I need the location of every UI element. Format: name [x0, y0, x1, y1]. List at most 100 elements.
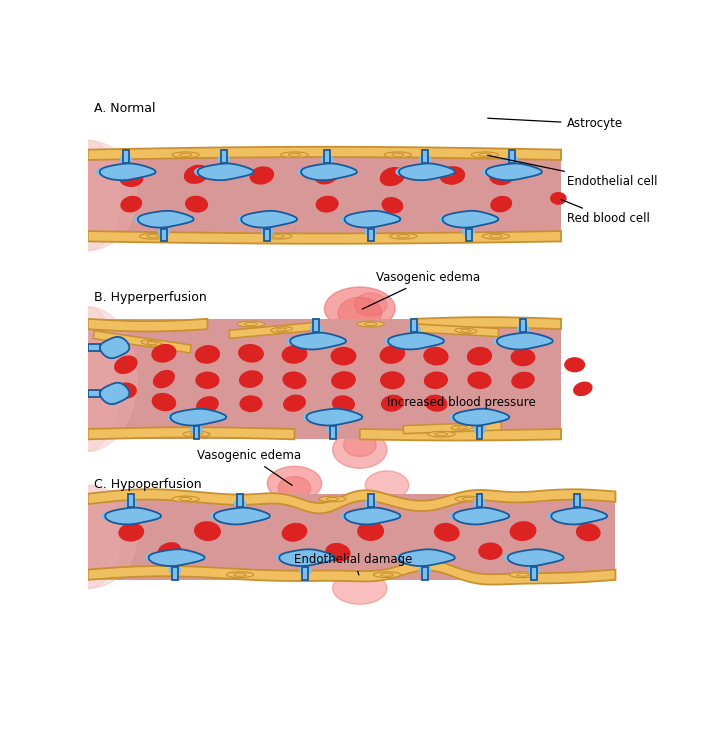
Ellipse shape [135, 215, 149, 223]
Ellipse shape [385, 337, 399, 345]
Ellipse shape [152, 393, 176, 410]
Ellipse shape [440, 554, 454, 561]
Ellipse shape [116, 383, 136, 398]
Ellipse shape [277, 554, 290, 561]
PathPatch shape [88, 489, 616, 513]
Ellipse shape [121, 155, 131, 164]
Text: A. Normal: A. Normal [94, 102, 156, 115]
Ellipse shape [565, 358, 585, 372]
Ellipse shape [425, 372, 447, 388]
Ellipse shape [237, 321, 265, 327]
PathPatch shape [88, 150, 561, 241]
Ellipse shape [510, 522, 536, 540]
Ellipse shape [468, 347, 491, 365]
Ellipse shape [347, 413, 362, 421]
Ellipse shape [511, 349, 535, 366]
Ellipse shape [365, 227, 376, 235]
Ellipse shape [284, 396, 305, 411]
Ellipse shape [380, 372, 404, 389]
Ellipse shape [380, 168, 404, 186]
Ellipse shape [548, 513, 562, 520]
Ellipse shape [39, 141, 137, 250]
Ellipse shape [327, 425, 338, 434]
Ellipse shape [185, 165, 208, 183]
PathPatch shape [509, 150, 515, 162]
Text: Vasogenic edema: Vasogenic edema [197, 449, 300, 486]
Ellipse shape [172, 496, 199, 502]
PathPatch shape [138, 211, 194, 228]
Ellipse shape [152, 344, 176, 362]
Ellipse shape [50, 328, 115, 431]
Ellipse shape [479, 543, 502, 559]
Ellipse shape [455, 496, 482, 502]
Ellipse shape [262, 227, 272, 235]
Ellipse shape [190, 554, 204, 561]
Ellipse shape [510, 572, 536, 577]
Ellipse shape [592, 513, 607, 520]
Ellipse shape [343, 434, 376, 457]
Ellipse shape [239, 345, 263, 362]
PathPatch shape [551, 507, 607, 524]
Ellipse shape [322, 155, 333, 164]
Ellipse shape [141, 168, 154, 175]
PathPatch shape [411, 319, 417, 332]
Ellipse shape [212, 413, 225, 421]
PathPatch shape [324, 150, 330, 162]
Ellipse shape [384, 152, 411, 158]
Ellipse shape [420, 155, 430, 164]
Ellipse shape [283, 372, 306, 388]
Ellipse shape [386, 513, 399, 520]
Ellipse shape [491, 197, 512, 212]
PathPatch shape [229, 323, 317, 338]
PathPatch shape [88, 428, 295, 440]
Ellipse shape [183, 431, 210, 437]
Text: C. Hypoperfusion: C. Hypoperfusion [94, 478, 202, 492]
Ellipse shape [551, 193, 566, 204]
Ellipse shape [282, 346, 307, 363]
PathPatch shape [313, 319, 319, 332]
PathPatch shape [100, 163, 156, 180]
PathPatch shape [88, 319, 561, 440]
Ellipse shape [332, 372, 355, 389]
Ellipse shape [256, 513, 269, 520]
PathPatch shape [477, 426, 482, 440]
PathPatch shape [88, 147, 561, 160]
Ellipse shape [102, 513, 116, 520]
PathPatch shape [399, 163, 455, 180]
PathPatch shape [221, 150, 227, 162]
Ellipse shape [195, 168, 208, 175]
Ellipse shape [331, 347, 356, 365]
Ellipse shape [455, 328, 477, 334]
Ellipse shape [270, 327, 292, 332]
Ellipse shape [451, 513, 464, 520]
PathPatch shape [214, 507, 270, 524]
Ellipse shape [191, 425, 202, 434]
PathPatch shape [241, 211, 298, 228]
Ellipse shape [298, 168, 312, 175]
Ellipse shape [195, 346, 220, 363]
Ellipse shape [420, 566, 430, 574]
Ellipse shape [425, 396, 446, 411]
PathPatch shape [194, 426, 199, 440]
Ellipse shape [463, 227, 474, 235]
Ellipse shape [278, 477, 311, 500]
Ellipse shape [240, 396, 262, 411]
Ellipse shape [430, 337, 443, 345]
Ellipse shape [141, 340, 163, 346]
Ellipse shape [338, 297, 382, 329]
Ellipse shape [311, 325, 322, 333]
PathPatch shape [453, 507, 510, 524]
PathPatch shape [88, 494, 616, 580]
PathPatch shape [237, 494, 243, 507]
Ellipse shape [326, 544, 350, 561]
Ellipse shape [239, 168, 253, 175]
Ellipse shape [396, 168, 410, 175]
Ellipse shape [471, 152, 498, 158]
Ellipse shape [158, 543, 180, 559]
PathPatch shape [93, 331, 191, 353]
Ellipse shape [342, 215, 355, 223]
PathPatch shape [100, 383, 129, 404]
Ellipse shape [468, 372, 491, 388]
PathPatch shape [301, 163, 357, 180]
PathPatch shape [345, 507, 401, 524]
